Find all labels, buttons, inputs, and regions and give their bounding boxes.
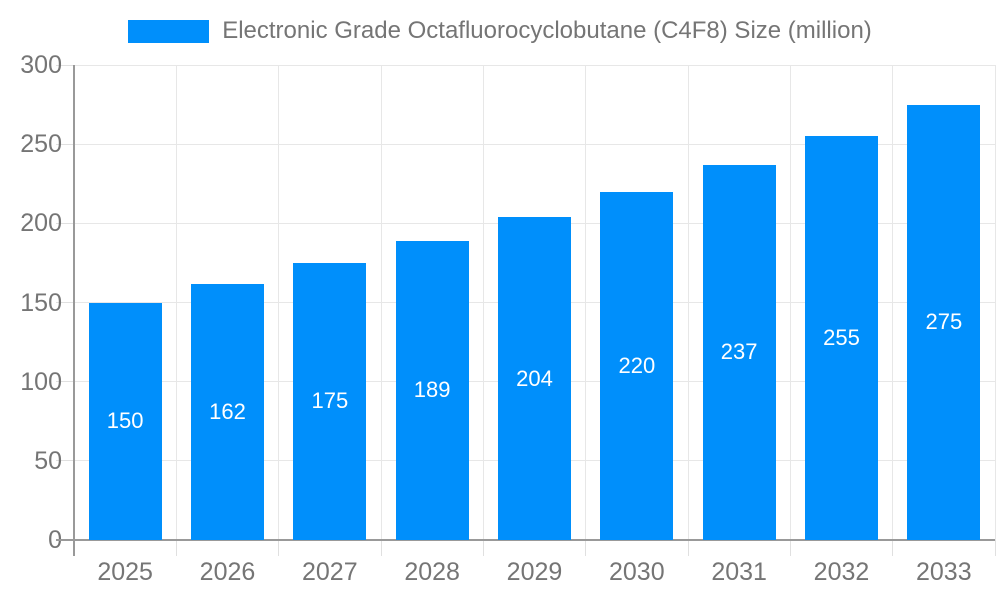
- x-axis-tick: [892, 540, 894, 556]
- y-axis-label: 300: [20, 51, 62, 79]
- x-gridline: [994, 65, 996, 540]
- x-axis-tick: [994, 540, 996, 556]
- y-axis-label: 50: [34, 446, 62, 475]
- bar[interactable]: [395, 240, 469, 540]
- x-gridline: [380, 65, 382, 540]
- bar[interactable]: [702, 164, 776, 540]
- x-axis-label: 2033: [916, 558, 972, 586]
- x-axis-label: 2027: [302, 558, 358, 586]
- x-gridline: [278, 65, 280, 540]
- x-gridline: [482, 65, 484, 540]
- bar[interactable]: [600, 191, 674, 540]
- x-axis-tick: [482, 540, 484, 556]
- y-axis-label: 100: [20, 367, 62, 396]
- x-gridline: [892, 65, 894, 540]
- x-axis-tick: [687, 540, 689, 556]
- bar[interactable]: [805, 136, 878, 540]
- y-gridline: [74, 64, 995, 66]
- x-gridline: [789, 65, 791, 540]
- bar[interactable]: [88, 302, 162, 540]
- x-gridline: [687, 65, 689, 540]
- bar[interactable]: [293, 262, 367, 540]
- legend-label[interactable]: Electronic Grade Octafluorocyclobutane (…: [222, 17, 872, 44]
- y-axis-label: 250: [20, 130, 62, 159]
- legend-swatch-icon[interactable]: [128, 19, 210, 43]
- x-axis-tick: [380, 540, 382, 556]
- y-axis-label: 150: [20, 288, 62, 317]
- bar[interactable]: [498, 217, 571, 540]
- y-axis-label: 200: [20, 209, 62, 238]
- x-gridline: [585, 65, 587, 540]
- x-axis-label: 2029: [506, 558, 563, 586]
- x-axis-label: 2032: [813, 558, 870, 586]
- bar[interactable]: [907, 104, 981, 540]
- x-gridline: [175, 65, 177, 540]
- x-axis-label: 2031: [711, 558, 767, 586]
- y-axis-label: 0: [48, 526, 62, 554]
- x-axis-tick: [278, 540, 280, 556]
- x-axis-label: 2025: [97, 558, 153, 586]
- x-axis-tick: [175, 540, 177, 556]
- x-axis-label: 2026: [199, 558, 256, 586]
- legend[interactable]: Electronic Grade Octafluorocyclobutane (…: [0, 12, 1000, 50]
- y-axis-line: [73, 65, 75, 556]
- x-axis-tick: [585, 540, 587, 556]
- x-axis-label: 2028: [404, 558, 460, 586]
- bar[interactable]: [191, 283, 264, 540]
- x-axis-label: 2030: [609, 558, 665, 586]
- x-axis-tick: [789, 540, 791, 556]
